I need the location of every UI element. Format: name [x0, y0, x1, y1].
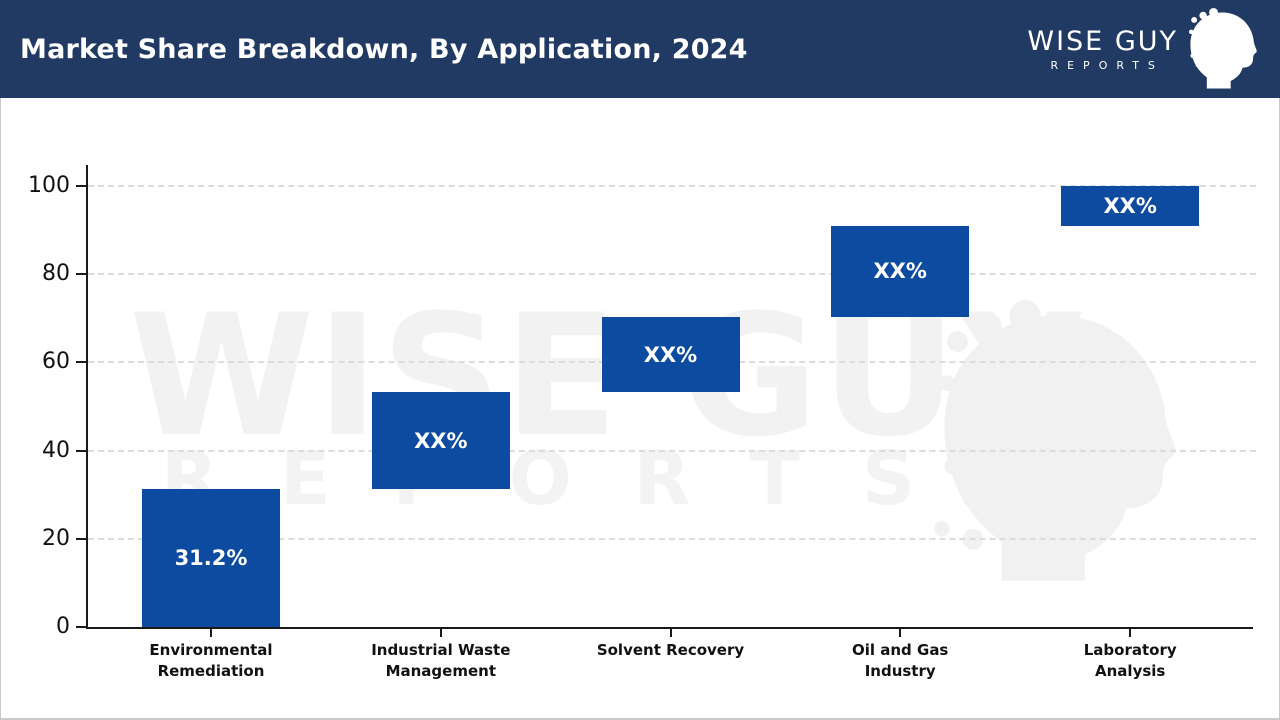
y-axis-tick: [76, 185, 86, 187]
bar-value-label: XX%: [873, 259, 927, 284]
gridline: [88, 273, 1256, 276]
page-title: Market Share Breakdown, By Application, …: [20, 33, 748, 65]
x-axis-tick: [210, 629, 212, 637]
y-axis-tick: [76, 537, 86, 540]
x-axis-category-label: Environmental Remediation: [149, 641, 273, 680]
gridline: [88, 449, 1256, 452]
y-axis-tick: [76, 626, 86, 628]
bar-value-label: 31.2%: [174, 546, 248, 571]
y-axis-tick-label: 80: [42, 261, 70, 287]
y-axis-tick-label: 100: [28, 173, 70, 198]
y-axis-tick-label: 60: [42, 349, 70, 375]
gridline: [88, 185, 1256, 187]
bar: XX%: [831, 225, 970, 317]
y-axis-tick: [76, 361, 86, 364]
bar-value-label: XX%: [643, 342, 698, 367]
gridline: [88, 537, 1256, 540]
y-axis-line: [86, 165, 88, 629]
y-axis-tick: [76, 449, 86, 452]
x-axis-tick: [669, 629, 672, 637]
bar-value-label: XX%: [414, 428, 468, 453]
x-axis-category-label: Laboratory Analysis: [1083, 641, 1177, 680]
y-axis-tick-label: 20: [42, 525, 70, 551]
logo-text: WISE GUY REPORTS: [1027, 28, 1178, 71]
bar: XX%: [601, 316, 740, 393]
bar: XX%: [371, 392, 510, 490]
x-axis-tick: [1129, 629, 1132, 637]
header: Market Share Breakdown, By Application, …: [0, 0, 1280, 98]
x-axis-category-label: Industrial Waste Management: [371, 641, 511, 680]
x-axis-category-label: Solvent Recovery: [596, 641, 745, 659]
wise-guy-logo: WISE GUY REPORTS: [1027, 8, 1260, 90]
y-axis-tick: [76, 273, 86, 276]
x-axis-category-label: Oil and Gas Industry: [851, 641, 949, 680]
bar: XX%: [1061, 186, 1200, 226]
bar: 31.2%: [142, 489, 280, 627]
x-axis-tick: [439, 629, 442, 637]
y-axis-tick-label: 0: [56, 614, 70, 639]
x-axis-tick: [899, 629, 902, 637]
bar-value-label: XX%: [1103, 193, 1157, 218]
logo-face-icon: [1188, 8, 1257, 89]
x-axis-line: [86, 627, 1253, 629]
y-axis-tick-label: 40: [42, 437, 70, 463]
watermark-face-icon: [934, 300, 1176, 581]
logo-wordmark: WISE GUY: [1027, 25, 1178, 57]
logo-subtext: REPORTS: [1050, 58, 1164, 72]
